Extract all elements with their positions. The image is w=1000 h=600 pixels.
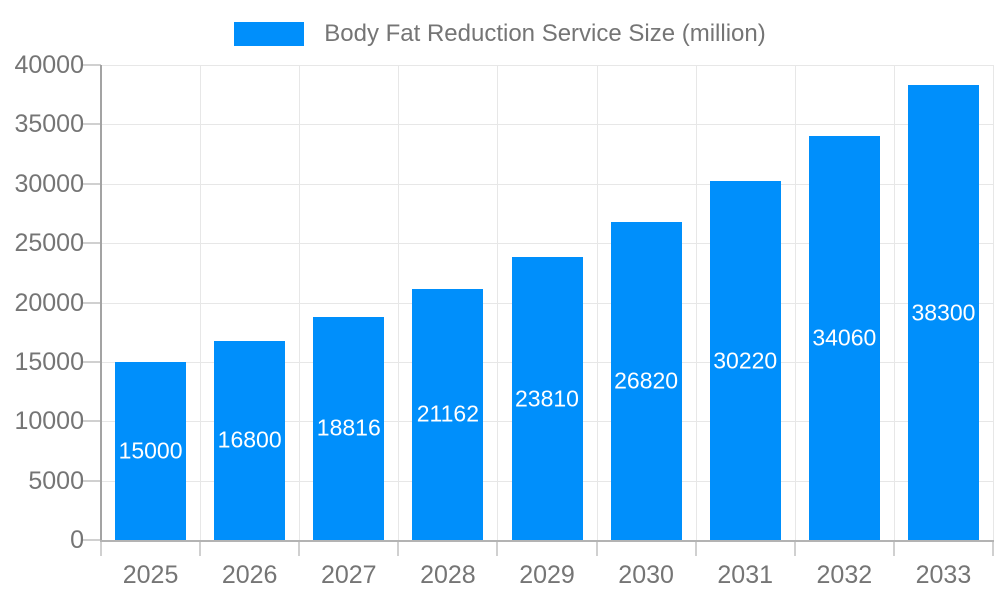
bar-value-label: 15000: [118, 437, 183, 464]
y-tick-label: 20000: [14, 288, 84, 317]
x-axis-tick: [100, 542, 102, 556]
y-tick-label: 35000: [14, 110, 84, 139]
bar[interactable]: 23810: [511, 257, 583, 540]
x-tick-label: 2027: [320, 561, 377, 589]
x-axis-tick: [793, 542, 796, 556]
bar-value-label: 34060: [812, 324, 877, 351]
y-axis-tick: [81, 242, 101, 245]
x-tick-label: 2026: [221, 561, 278, 589]
y-axis-tick: [81, 301, 101, 304]
x-tick-label: 2031: [717, 561, 774, 589]
gridline-vertical: [497, 65, 499, 540]
legend-item[interactable]: Body Fat Reduction Service Size (million…: [0, 20, 1000, 48]
gridline-vertical: [398, 65, 400, 540]
gridline-horizontal: [101, 124, 993, 126]
y-tick-label: 15000: [14, 347, 84, 376]
bar-value-label: 38300: [911, 299, 976, 326]
x-tick-label: 2028: [420, 561, 476, 589]
y-axis-tick: [81, 539, 101, 541]
gridline-vertical: [794, 65, 796, 540]
y-tick-label: 10000: [14, 407, 84, 436]
x-axis-tick: [397, 542, 400, 556]
y-axis-tick: [81, 479, 101, 482]
legend-swatch: [234, 22, 305, 46]
bar-value-label: 16800: [217, 426, 282, 453]
x-tick-label: 2032: [816, 561, 873, 589]
bar[interactable]: 21162: [412, 288, 484, 540]
x-axis-line: [100, 540, 994, 542]
x-axis-tick: [992, 542, 994, 556]
y-axis-tick: [81, 182, 101, 185]
y-axis-line: [100, 65, 102, 540]
bar[interactable]: 18816: [313, 316, 385, 540]
y-tick-label: 0: [70, 526, 84, 554]
plot-area: 15000 16800 18816 21162 23810 26820 30220 34060…: [81, 64, 994, 556]
y-axis-tick: [81, 123, 101, 126]
bar[interactable]: 26820: [610, 221, 682, 540]
y-axis-tick: [81, 360, 101, 363]
x-tick-label: 2025: [122, 561, 179, 589]
bar-value-label: 30220: [713, 347, 778, 374]
bar[interactable]: 38300: [907, 85, 979, 540]
x-axis-tick: [496, 542, 499, 556]
y-tick-label: 30000: [14, 169, 84, 198]
gridline-vertical: [893, 65, 895, 540]
gridline-horizontal: [101, 65, 993, 66]
x-axis-tick: [595, 542, 598, 556]
y-tick-label: 40000: [14, 51, 84, 79]
gridline-horizontal: [101, 183, 993, 185]
gridline-vertical: [200, 65, 202, 540]
y-axis-tick: [81, 420, 101, 423]
y-axis-tick: [81, 64, 101, 66]
legend-label: Body Fat Reduction Service Size (million…: [324, 20, 766, 47]
gridline-vertical: [299, 65, 301, 540]
bar[interactable]: 34060: [808, 135, 880, 540]
x-tick-label: 2030: [618, 561, 674, 589]
y-tick-label: 25000: [14, 229, 84, 258]
x-axis-tick: [694, 542, 697, 556]
x-axis-tick: [298, 542, 301, 556]
bar-value-label: 26820: [614, 367, 679, 394]
gridline-vertical: [993, 65, 994, 540]
bar-value-label: 23810: [515, 385, 579, 412]
bar[interactable]: 30220: [709, 181, 781, 540]
gridline-vertical: [596, 65, 598, 540]
gridline-horizontal: [101, 243, 993, 245]
x-axis-tick: [199, 542, 202, 556]
x-axis-tick: [892, 542, 895, 556]
bar[interactable]: 16800: [214, 340, 286, 540]
bar-value-label: 18816: [316, 414, 381, 441]
x-tick-label: 2029: [519, 561, 575, 589]
y-tick-label: 5000: [28, 466, 84, 495]
x-tick-label: 2033: [915, 561, 972, 589]
bar-value-label: 21162: [416, 400, 480, 427]
bar[interactable]: 15000: [115, 361, 187, 540]
gridline-vertical: [695, 65, 697, 540]
